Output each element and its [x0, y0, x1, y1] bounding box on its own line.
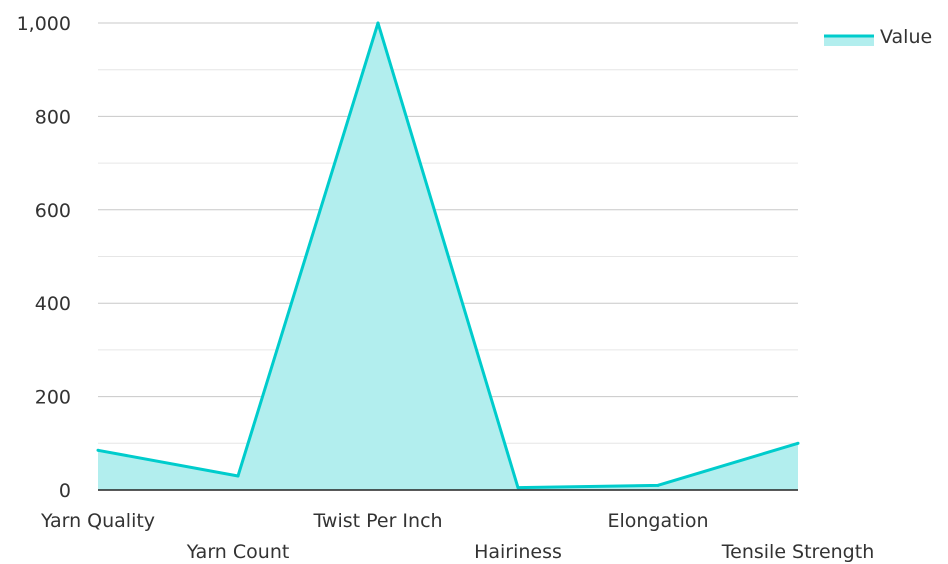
y-tick-label: 400: [35, 293, 71, 315]
y-tick-label: 200: [35, 387, 71, 409]
x-tick-label: Yarn Quality: [40, 510, 155, 532]
legend-label: Value: [880, 26, 932, 48]
x-axis: Yarn Quality Yarn Count Twist Per Inch H…: [40, 510, 874, 563]
data-point[interactable]: [236, 474, 240, 478]
data-point[interactable]: [516, 486, 520, 490]
data-point[interactable]: [96, 448, 100, 452]
x-tick-label: Tensile Strength: [721, 541, 874, 563]
x-tick-label: Yarn Count: [186, 541, 290, 563]
data-point[interactable]: [796, 441, 800, 445]
y-tick-label: 1,000: [17, 13, 71, 35]
plot-area: [96, 21, 800, 490]
data-point[interactable]: [376, 21, 380, 25]
y-tick-label: 0: [59, 480, 71, 502]
y-axis: 0 200 400 600 800 1,000: [17, 13, 71, 502]
series-line: [97, 21, 799, 490]
y-tick-label: 600: [35, 200, 71, 222]
y-tick-label: 800: [35, 106, 71, 128]
x-tick-label: Hairiness: [474, 541, 562, 563]
legend-swatch: [824, 36, 874, 46]
x-tick-label: Elongation: [607, 510, 708, 532]
data-point[interactable]: [656, 483, 660, 487]
x-tick-label: Twist Per Inch: [312, 510, 442, 532]
legend[interactable]: Value: [824, 26, 932, 48]
